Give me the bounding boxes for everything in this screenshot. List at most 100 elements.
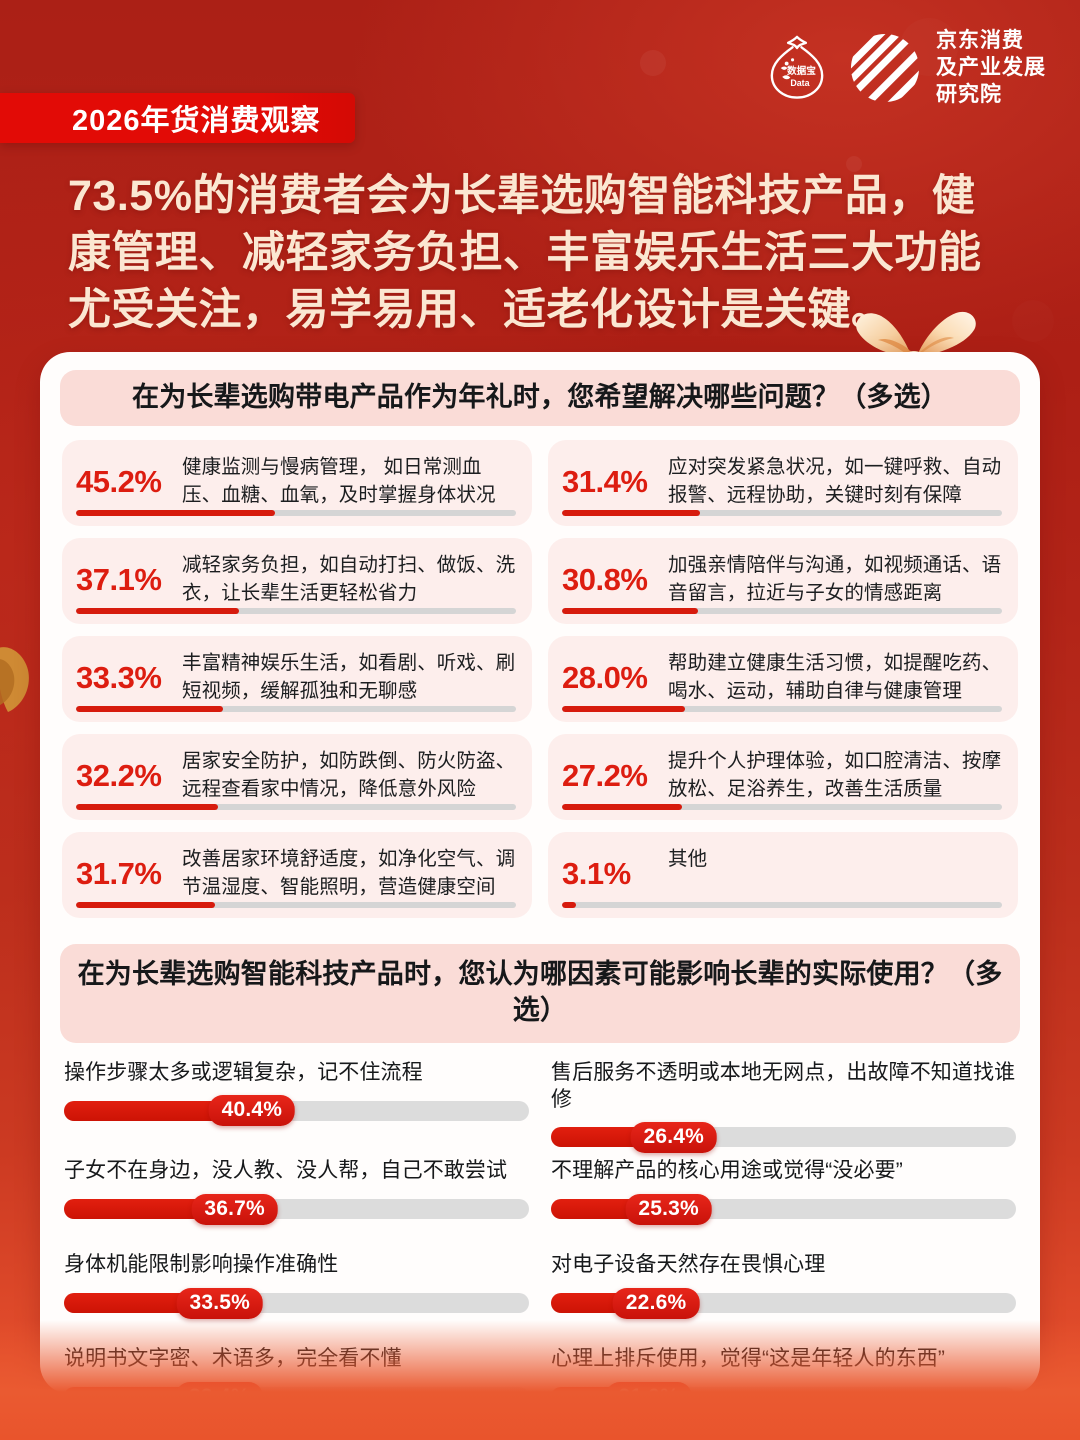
bokeh-dot: [1012, 300, 1054, 342]
section1-fact-grid: 45.2% 健康监测与慢病管理， 如日常测血压、血糖、血氧，及时掌握身体状况 3…: [40, 426, 1040, 926]
fact-progress-track: [562, 804, 1002, 811]
fact-percent: 45.2%: [76, 464, 162, 500]
fact-card[interactable]: 37.1% 减轻家务负担，如自动打扫、做饭、洗衣，让长辈生活更轻松省力: [62, 538, 532, 625]
bar-value-badge: 21.0%: [605, 1381, 692, 1394]
fact-progress-fill: [76, 804, 218, 811]
fact-card[interactable]: 32.2% 居家安全防护，如防跌倒、防火防盗、远程查看家中情况，降低意外风险: [62, 734, 532, 821]
fact-text: 改善居家环境舒适度，如净化空气、调节温湿度、智能照明，营造健康空间: [182, 848, 516, 898]
bar-value-badge: 36.7%: [191, 1193, 278, 1225]
fact-percent: 32.2%: [76, 758, 162, 794]
fact-progress-track: [76, 510, 516, 517]
money-bag-logo-icon: 数据宝 Data: [770, 36, 824, 100]
fact-card[interactable]: 28.0% 帮助建立健康生活习惯，如提醒吃药、喝水、运动，辅助自律与健康管理: [548, 636, 1018, 723]
fact-percent: 37.1%: [76, 562, 162, 598]
bar-row: 26.4%: [551, 1121, 1016, 1153]
bar-item[interactable]: 操作步骤太多或逻辑复杂，记不住流程 40.4%: [64, 1059, 529, 1152]
fact-percent: 30.8%: [562, 562, 648, 598]
bar-row: 33.4%: [64, 1381, 529, 1394]
bar-item[interactable]: 售后服务不透明或本地无网点，出故障不知道找谁修 26.4%: [551, 1059, 1016, 1153]
org-name: 京东消费 及产业发展 研究院: [936, 29, 1046, 106]
fact-progress-fill: [562, 510, 701, 517]
bar-item[interactable]: 身体机能限制影响操作准确性 33.5%: [64, 1251, 529, 1339]
bar-label: 不理解产品的核心用途或觉得“没必要”: [551, 1159, 903, 1183]
bar-label: 说明书文字密、术语多，完全看不懂: [64, 1347, 402, 1371]
bar-row: 40.4%: [64, 1095, 529, 1127]
bar-value-badge: 33.5%: [176, 1287, 264, 1319]
bar-row: 36.7%: [64, 1193, 529, 1225]
bar-row: 21.0%: [551, 1381, 1016, 1394]
fact-percent: 3.1%: [562, 856, 631, 892]
fact-progress-track: [76, 902, 516, 909]
page-headline: 73.5%的消费者会为长辈选购智能科技产品，健康管理、减轻家务负担、丰富娱乐生活…: [68, 172, 982, 335]
fact-percent: 28.0%: [562, 660, 648, 696]
bar-row: 33.5%: [64, 1287, 529, 1319]
svg-text:Data: Data: [790, 78, 809, 88]
bar-label: 操作步骤太多或逻辑复杂，记不住流程: [64, 1060, 423, 1084]
fact-progress-track: [562, 510, 1002, 517]
fact-card[interactable]: 31.4% 应对突发紧急状况，如一键呼救、自动报警、远程协助，关键时刻有保障: [548, 440, 1018, 527]
fact-text: 应对突发紧急状况，如一键呼救、自动报警、远程协助，关键时刻有保障: [668, 456, 1002, 506]
bar-label: 售后服务不透明或本地无网点，出故障不知道找谁修: [551, 1060, 1016, 1111]
bar-value-badge: 40.4%: [208, 1095, 296, 1127]
bar-value-badge: 22.6%: [612, 1287, 700, 1319]
fact-text: 减轻家务负担，如自动打扫、做饭、洗衣，让长辈生活更轻松省力: [182, 554, 516, 604]
fact-progress-track: [562, 608, 1002, 615]
bar-row: 22.6%: [551, 1287, 1016, 1319]
fact-text: 提升个人护理体验，如口腔清洁、按摩放松、足浴养生，改善生活质量: [668, 750, 1002, 800]
bar-item[interactable]: 子女不在身边，没人教、没人帮，自己不敢尝试 36.7%: [64, 1157, 529, 1245]
bar-value-badge: 26.4%: [630, 1121, 718, 1153]
fact-text: 丰富精神娱乐生活，如看剧、听戏、刷短视频，缓解孤独和无聊感: [182, 652, 516, 702]
fact-card[interactable]: 27.2% 提升个人护理体验，如口腔清洁、按摩放松、足浴养生，改善生活质量: [548, 734, 1018, 821]
bar-fill: [551, 1387, 649, 1394]
fact-text: 健康监测与慢病管理， 如日常测血压、血糖、血氧，及时掌握身体状况: [182, 456, 496, 506]
bar-track: [551, 1387, 1016, 1394]
fact-card[interactable]: 31.7% 改善居家环境舒适度，如净化空气、调节温湿度、智能照明，营造健康空间: [62, 832, 532, 919]
bokeh-dot: [640, 50, 666, 76]
fact-progress-fill: [76, 902, 216, 909]
section2-bar-grid: 操作步骤太多或逻辑复杂，记不住流程 40.4% 售后服务不透明或本地无网点，出故…: [40, 1043, 1040, 1394]
fact-progress-fill: [562, 706, 686, 713]
fact-progress-fill: [562, 902, 576, 909]
bar-item[interactable]: 说明书文字密、术语多，完全看不懂 33.4%: [64, 1345, 529, 1394]
bar-item[interactable]: 不理解产品的核心用途或觉得“没必要” 25.3%: [551, 1157, 1016, 1245]
bar-item[interactable]: 心理上排斥使用，觉得“这是年轻人的东西” 21.0%: [551, 1345, 1016, 1394]
fact-progress-fill: [562, 804, 682, 811]
bar-fill: [64, 1100, 252, 1121]
bar-fill: [64, 1387, 220, 1394]
fact-progress-track: [76, 706, 516, 713]
fact-text: 加强亲情陪伴与沟通，如视频通话、语音留言，拉近与子女的情感距离: [668, 554, 1002, 604]
bar-label: 子女不在身边，没人教、没人帮，自己不敢尝试: [64, 1159, 508, 1183]
fact-progress-track: [562, 706, 1002, 713]
fact-card[interactable]: 3.1% 其他: [548, 832, 1018, 919]
brand-logo-bar: 数据宝 Data 京东消费 及产业发展 研究院: [760, 28, 1046, 109]
fact-percent: 31.4%: [562, 464, 648, 500]
fact-card[interactable]: 33.3% 丰富精神娱乐生活，如看剧、听戏、刷短视频，缓解孤独和无聊感: [62, 636, 532, 723]
section1-question-header: 在为长辈选购带电产品作为年礼时，您希望解决哪些问题？（多选）: [60, 370, 1020, 427]
fact-text: 居家安全防护，如防跌倒、防火防盗、远程查看家中情况，降低意外风险: [182, 750, 516, 800]
section2-question-header: 在为长辈选购智能科技产品时，您认为哪因素可能影响长辈的实际使用？（多选）: [60, 944, 1020, 1043]
fact-progress-fill: [562, 608, 698, 615]
fact-progress-fill: [76, 608, 240, 615]
fact-progress-fill: [76, 510, 275, 517]
fact-text: 帮助建立健康生活习惯，如提醒吃药、喝水、运动，辅助自律与健康管理: [668, 652, 1002, 702]
bar-row: 25.3%: [551, 1193, 1016, 1225]
bar-label: 心理上排斥使用，觉得“这是年轻人的东西”: [551, 1347, 945, 1371]
eyebrow-badge: 2026年货消费观察: [0, 93, 355, 143]
bar-track: [64, 1387, 529, 1394]
striped-circle-logo-icon: [850, 34, 920, 103]
fact-card[interactable]: 45.2% 健康监测与慢病管理， 如日常测血压、血糖、血氧，及时掌握身体状况: [62, 440, 532, 527]
bar-item[interactable]: 对电子设备天然存在畏惧心理 22.6%: [551, 1251, 1016, 1339]
bar-value-badge: 25.3%: [625, 1193, 712, 1225]
fact-card[interactable]: 30.8% 加强亲情陪伴与沟通，如视频通话、语音留言，拉近与子女的情感距离: [548, 538, 1018, 625]
fact-progress-track: [76, 804, 516, 811]
eyebrow-label: 2026年货消费观察: [72, 105, 321, 137]
fact-percent: 27.2%: [562, 758, 648, 794]
svg-text:数据宝: 数据宝: [786, 65, 816, 77]
fact-percent: 31.7%: [76, 856, 162, 892]
bar-value-badge: 33.4%: [176, 1381, 263, 1394]
fact-percent: 33.3%: [76, 660, 162, 696]
fact-progress-track: [76, 608, 516, 615]
fact-progress-track: [562, 902, 1002, 909]
bar-label: 对电子设备天然存在畏惧心理: [551, 1253, 826, 1277]
content-card: 在为长辈选购带电产品作为年礼时，您希望解决哪些问题？（多选） 45.2% 健康监…: [40, 352, 1040, 1394]
